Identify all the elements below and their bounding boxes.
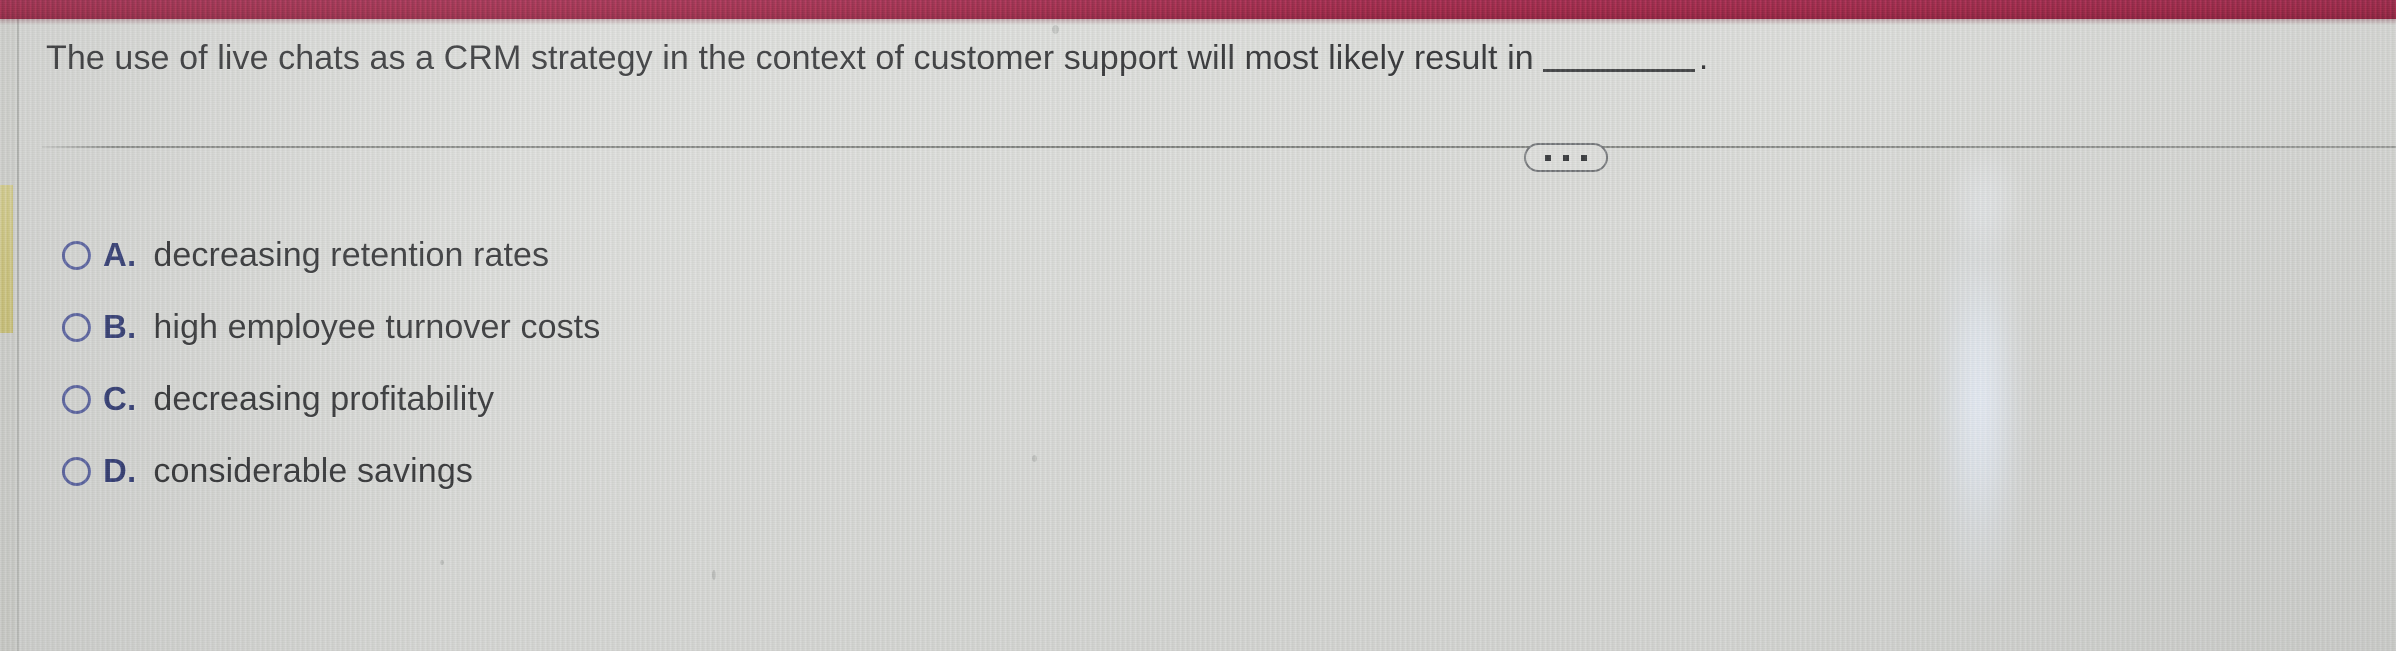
question-text-before-blank: The use of live chats as a CRM strategy …: [46, 39, 1534, 77]
gutter-divider-line: [17, 19, 19, 651]
answer-blank: [1542, 69, 1695, 72]
question-text-after-blank: .: [1698, 39, 1709, 77]
question-stem: The use of live chats as a CRM strategy …: [46, 36, 1708, 80]
option-letter-d: D.: [103, 452, 137, 489]
option-text-a: decreasing retention rates: [153, 235, 550, 274]
ellipsis-dot-3-icon: [1581, 154, 1587, 161]
option-letter-b: B.: [103, 308, 137, 345]
answer-option-b[interactable]: B. high employee turnover costs: [0, 291, 600, 363]
radio-button-c-icon[interactable]: [62, 384, 91, 414]
answer-option-a[interactable]: A. decreasing retention rates: [0, 219, 600, 291]
app-top-bar: [0, 0, 2396, 19]
more-options-button[interactable]: [1524, 143, 1608, 172]
radio-button-b-icon[interactable]: [62, 312, 91, 342]
answer-option-d[interactable]: D. considerable savings: [0, 435, 600, 507]
ellipsis-dot-1-icon: [1545, 154, 1551, 161]
radio-button-d-icon[interactable]: [62, 456, 91, 486]
ellipsis-dot-2-icon: [1563, 154, 1569, 161]
answer-option-c[interactable]: C. decreasing profitability: [0, 363, 600, 435]
option-text-b: high employee turnover costs: [153, 307, 601, 346]
option-text-d: considerable savings: [153, 451, 473, 490]
question-content: The use of live chats as a CRM strategy …: [0, 19, 2396, 651]
section-divider: [42, 146, 2396, 148]
radio-button-a-icon[interactable]: [62, 240, 91, 270]
option-letter-a: A.: [103, 236, 137, 273]
gutter-yellow-swatch: [0, 185, 13, 333]
left-gutter: [0, 19, 16, 651]
option-letter-c: C.: [103, 380, 137, 417]
top-bar-shadow: [0, 19, 2396, 25]
option-text-c: decreasing profitability: [153, 379, 495, 418]
answer-options-list: A. decreasing retention rates B. high em…: [0, 219, 600, 507]
